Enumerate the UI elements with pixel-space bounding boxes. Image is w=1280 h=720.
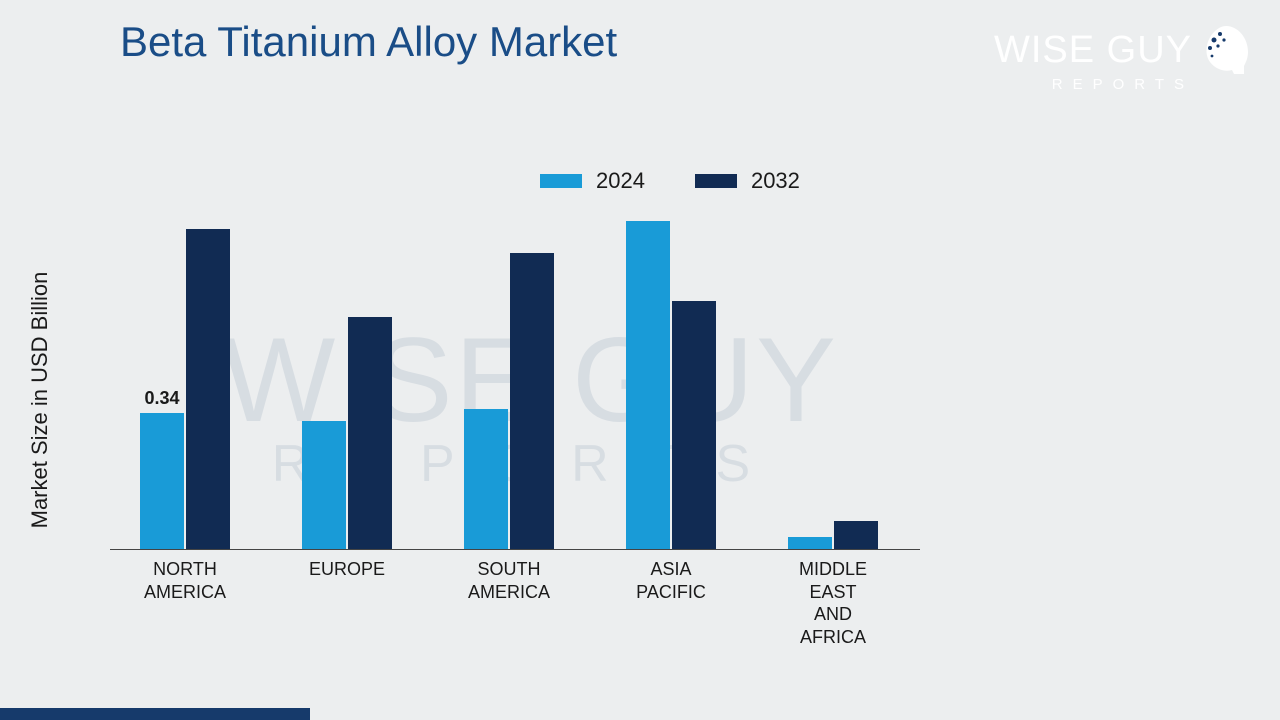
chart-title: Beta Titanium Alloy Market <box>120 18 617 66</box>
bar <box>626 221 670 549</box>
bar <box>348 317 392 549</box>
x-axis-category-label: ASIAPACIFIC <box>606 558 736 603</box>
y-axis-label: Market Size in USD Billion <box>27 272 53 529</box>
bar-group <box>464 253 554 549</box>
bar <box>302 421 346 549</box>
bar <box>834 521 878 549</box>
bar <box>510 253 554 549</box>
bar <box>186 229 230 549</box>
chart-area: Market Size in USD Billion 0.34 NORTHAME… <box>50 170 920 630</box>
bar <box>464 409 508 549</box>
brand-logo: WISE GUY REPORTS <box>994 22 1252 93</box>
chart-canvas: WISE GUY REPORTS WISE GUY REPORTS Beta T… <box>0 0 1280 720</box>
bar <box>788 537 832 549</box>
bar <box>140 413 184 549</box>
x-axis-category-label: NORTHAMERICA <box>120 558 250 603</box>
x-axis-category-label: EUROPE <box>282 558 412 581</box>
bar-group <box>140 229 230 549</box>
brand-head-icon <box>1196 22 1252 78</box>
bar-group <box>788 521 878 549</box>
decorative-bottom-bar <box>0 708 310 720</box>
x-axis-category-label: MIDDLEEASTANDAFRICA <box>768 558 898 648</box>
bar-group <box>302 317 392 549</box>
x-axis-category-label: SOUTHAMERICA <box>444 558 574 603</box>
bar-group <box>626 221 716 549</box>
brand-line2: REPORTS <box>994 76 1194 93</box>
bar <box>672 301 716 549</box>
brand-side-panel <box>960 0 1280 720</box>
brand-line1: WISE GUY <box>994 29 1192 72</box>
plot-region: 0.34 <box>110 170 920 550</box>
